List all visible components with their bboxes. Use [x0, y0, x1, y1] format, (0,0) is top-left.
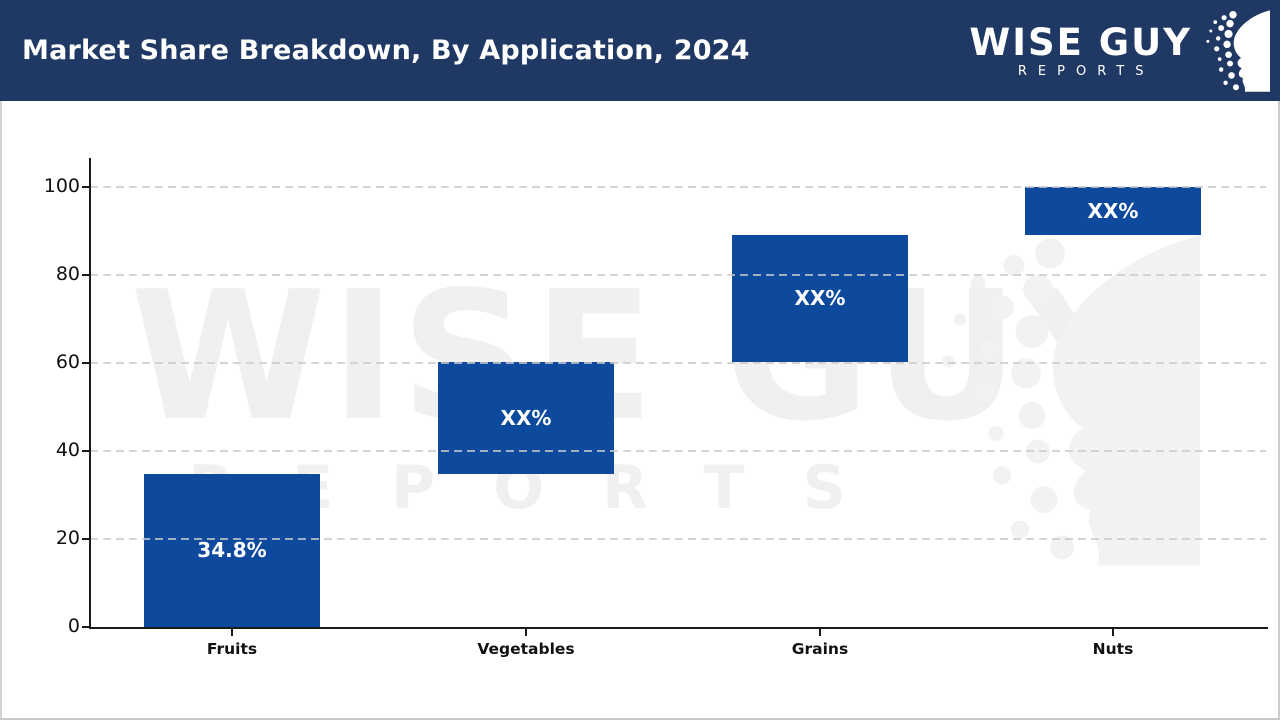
brand-logo-text: WISE GUY REPORTS — [969, 24, 1192, 78]
y-tick-label: 40 — [55, 439, 80, 461]
brand-name: WISE GUY — [969, 20, 1192, 64]
x-category-label: Fruits — [206, 640, 258, 658]
x-category-label: Vegetables — [477, 640, 575, 658]
bar-fruits: 34.8% — [144, 473, 320, 627]
bar-value-label: XX% — [1087, 198, 1139, 223]
bar-value-label: 34.8% — [197, 538, 267, 563]
y-tick-mark — [82, 538, 89, 540]
y-tick-label: 80 — [55, 263, 80, 285]
y-tick-mark — [82, 626, 89, 628]
brand-subtitle: REPORTS — [1017, 63, 1155, 79]
bar-nuts: XX% — [1025, 187, 1201, 235]
gridline — [90, 362, 1266, 364]
bar-grains: XX% — [732, 234, 908, 362]
x-tick-mark — [819, 629, 821, 636]
chart-title: Market Share Breakdown, By Application, … — [22, 35, 750, 66]
bar-value-label: XX% — [794, 286, 846, 311]
x-tick-mark — [231, 629, 233, 636]
x-tick-mark — [1112, 629, 1114, 636]
x-category-label: Grains — [791, 640, 849, 658]
header-bar: Market Share Breakdown, By Application, … — [0, 0, 1280, 101]
x-axis-line — [89, 627, 1268, 629]
gridline — [90, 450, 1266, 452]
x-category-label: Nuts — [1092, 640, 1134, 658]
y-axis-line — [89, 158, 91, 629]
y-tick-mark — [82, 362, 89, 364]
bar-vegetables: XX% — [438, 361, 614, 474]
gridline — [90, 186, 1266, 188]
gridline — [90, 538, 1266, 540]
y-tick-mark — [82, 186, 89, 188]
brand-logo: WISE GUY REPORTS — [969, 8, 1280, 94]
gridline — [90, 274, 1266, 276]
y-tick-mark — [82, 450, 89, 452]
y-tick-label: 0 — [67, 615, 80, 637]
bar-value-label: XX% — [500, 405, 552, 430]
y-tick-label: 60 — [55, 351, 80, 373]
y-tick-label: 20 — [55, 527, 80, 549]
y-tick-label: 100 — [43, 175, 80, 197]
x-tick-mark — [525, 629, 527, 636]
brand-face-logo-icon — [1206, 9, 1270, 92]
y-tick-mark — [82, 274, 89, 276]
